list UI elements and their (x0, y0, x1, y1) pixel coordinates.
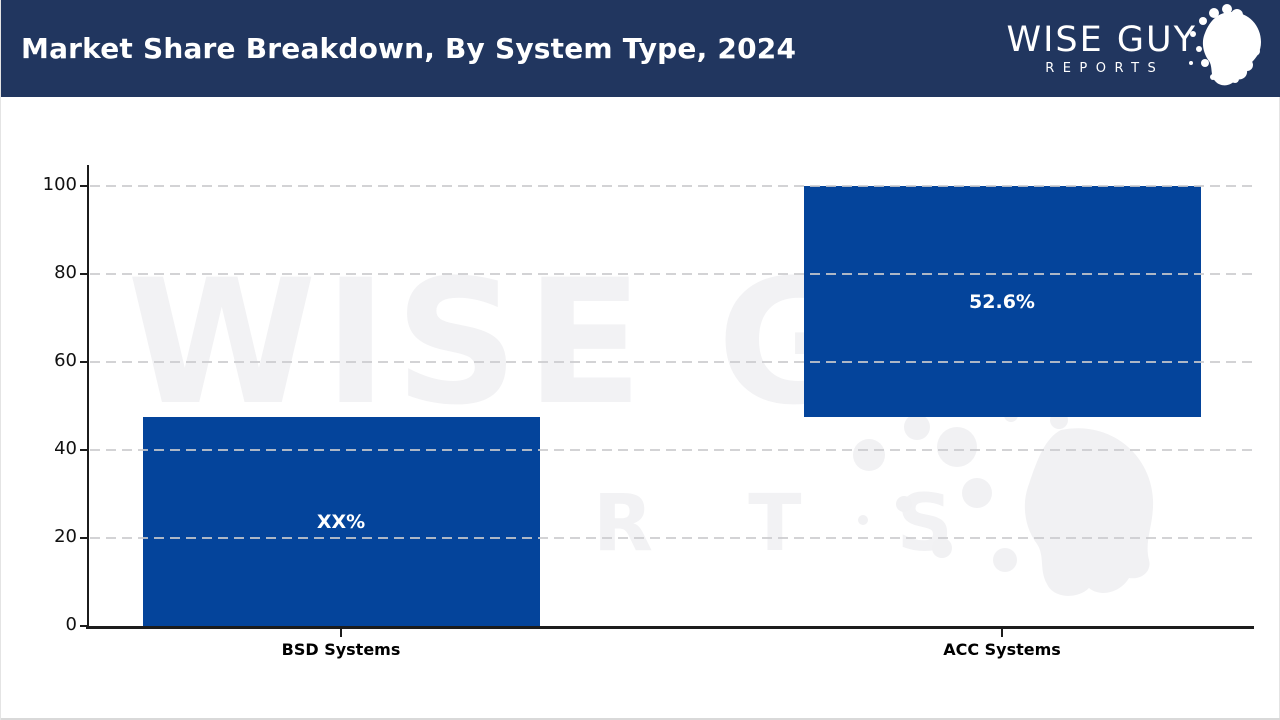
header-bar: Market Share Breakdown, By System Type, … (1, 0, 1280, 97)
y-tick-mark (80, 273, 88, 275)
logo-wordmark-line1: WISE GUY (1006, 19, 1197, 60)
x-tick-mark (1001, 629, 1003, 637)
y-tick-label: 40 (54, 438, 77, 459)
y-gridline (90, 449, 1254, 451)
wise-guy-reports-logo: WISE GUY REPORTS (1006, 3, 1267, 94)
logo-wordmark: WISE GUY REPORTS (1006, 19, 1197, 76)
bar-chart: 0 20 40 60 80 100 XX% 52.6% BSD Systems ACC Syste… (1, 97, 1280, 718)
y-tick-mark (80, 449, 88, 451)
y-tick-mark (80, 361, 88, 363)
logo-face-icon (1189, 3, 1261, 85)
logo-wordmark-line2: REPORTS (1045, 60, 1165, 76)
y-gridline (90, 361, 1254, 363)
bar-value-label: XX% (316, 510, 366, 533)
y-tick-mark (80, 625, 88, 627)
x-axis-line (86, 626, 1254, 629)
bar-acc-systems: 52.6% (803, 186, 1201, 418)
bar-bsd-systems: XX% (142, 417, 540, 626)
y-axis-line (87, 165, 89, 628)
page-bottom-rule (1, 718, 1280, 720)
chart-canvas: WISE GU R T S 0 20 40 60 80 100 XX% 52.6% BSD Sy… (1, 97, 1280, 718)
y-tick-mark (80, 185, 88, 187)
y-tick-label: 100 (42, 174, 77, 195)
y-tick-label: 80 (54, 262, 77, 283)
y-tick-mark (80, 537, 88, 539)
x-category-label: BSD Systems (281, 640, 401, 659)
x-category-label: ACC Systems (943, 640, 1061, 659)
x-tick-mark (340, 629, 342, 637)
y-tick-label: 60 (54, 350, 77, 371)
y-gridline (90, 537, 1254, 539)
y-gridline (90, 185, 1254, 187)
page-title: Market Share Breakdown, By System Type, … (21, 32, 797, 65)
bar-value-label: 52.6% (969, 290, 1035, 313)
y-gridline (90, 273, 1254, 275)
y-tick-label: 20 (54, 526, 77, 547)
y-tick-label: 0 (65, 614, 77, 635)
